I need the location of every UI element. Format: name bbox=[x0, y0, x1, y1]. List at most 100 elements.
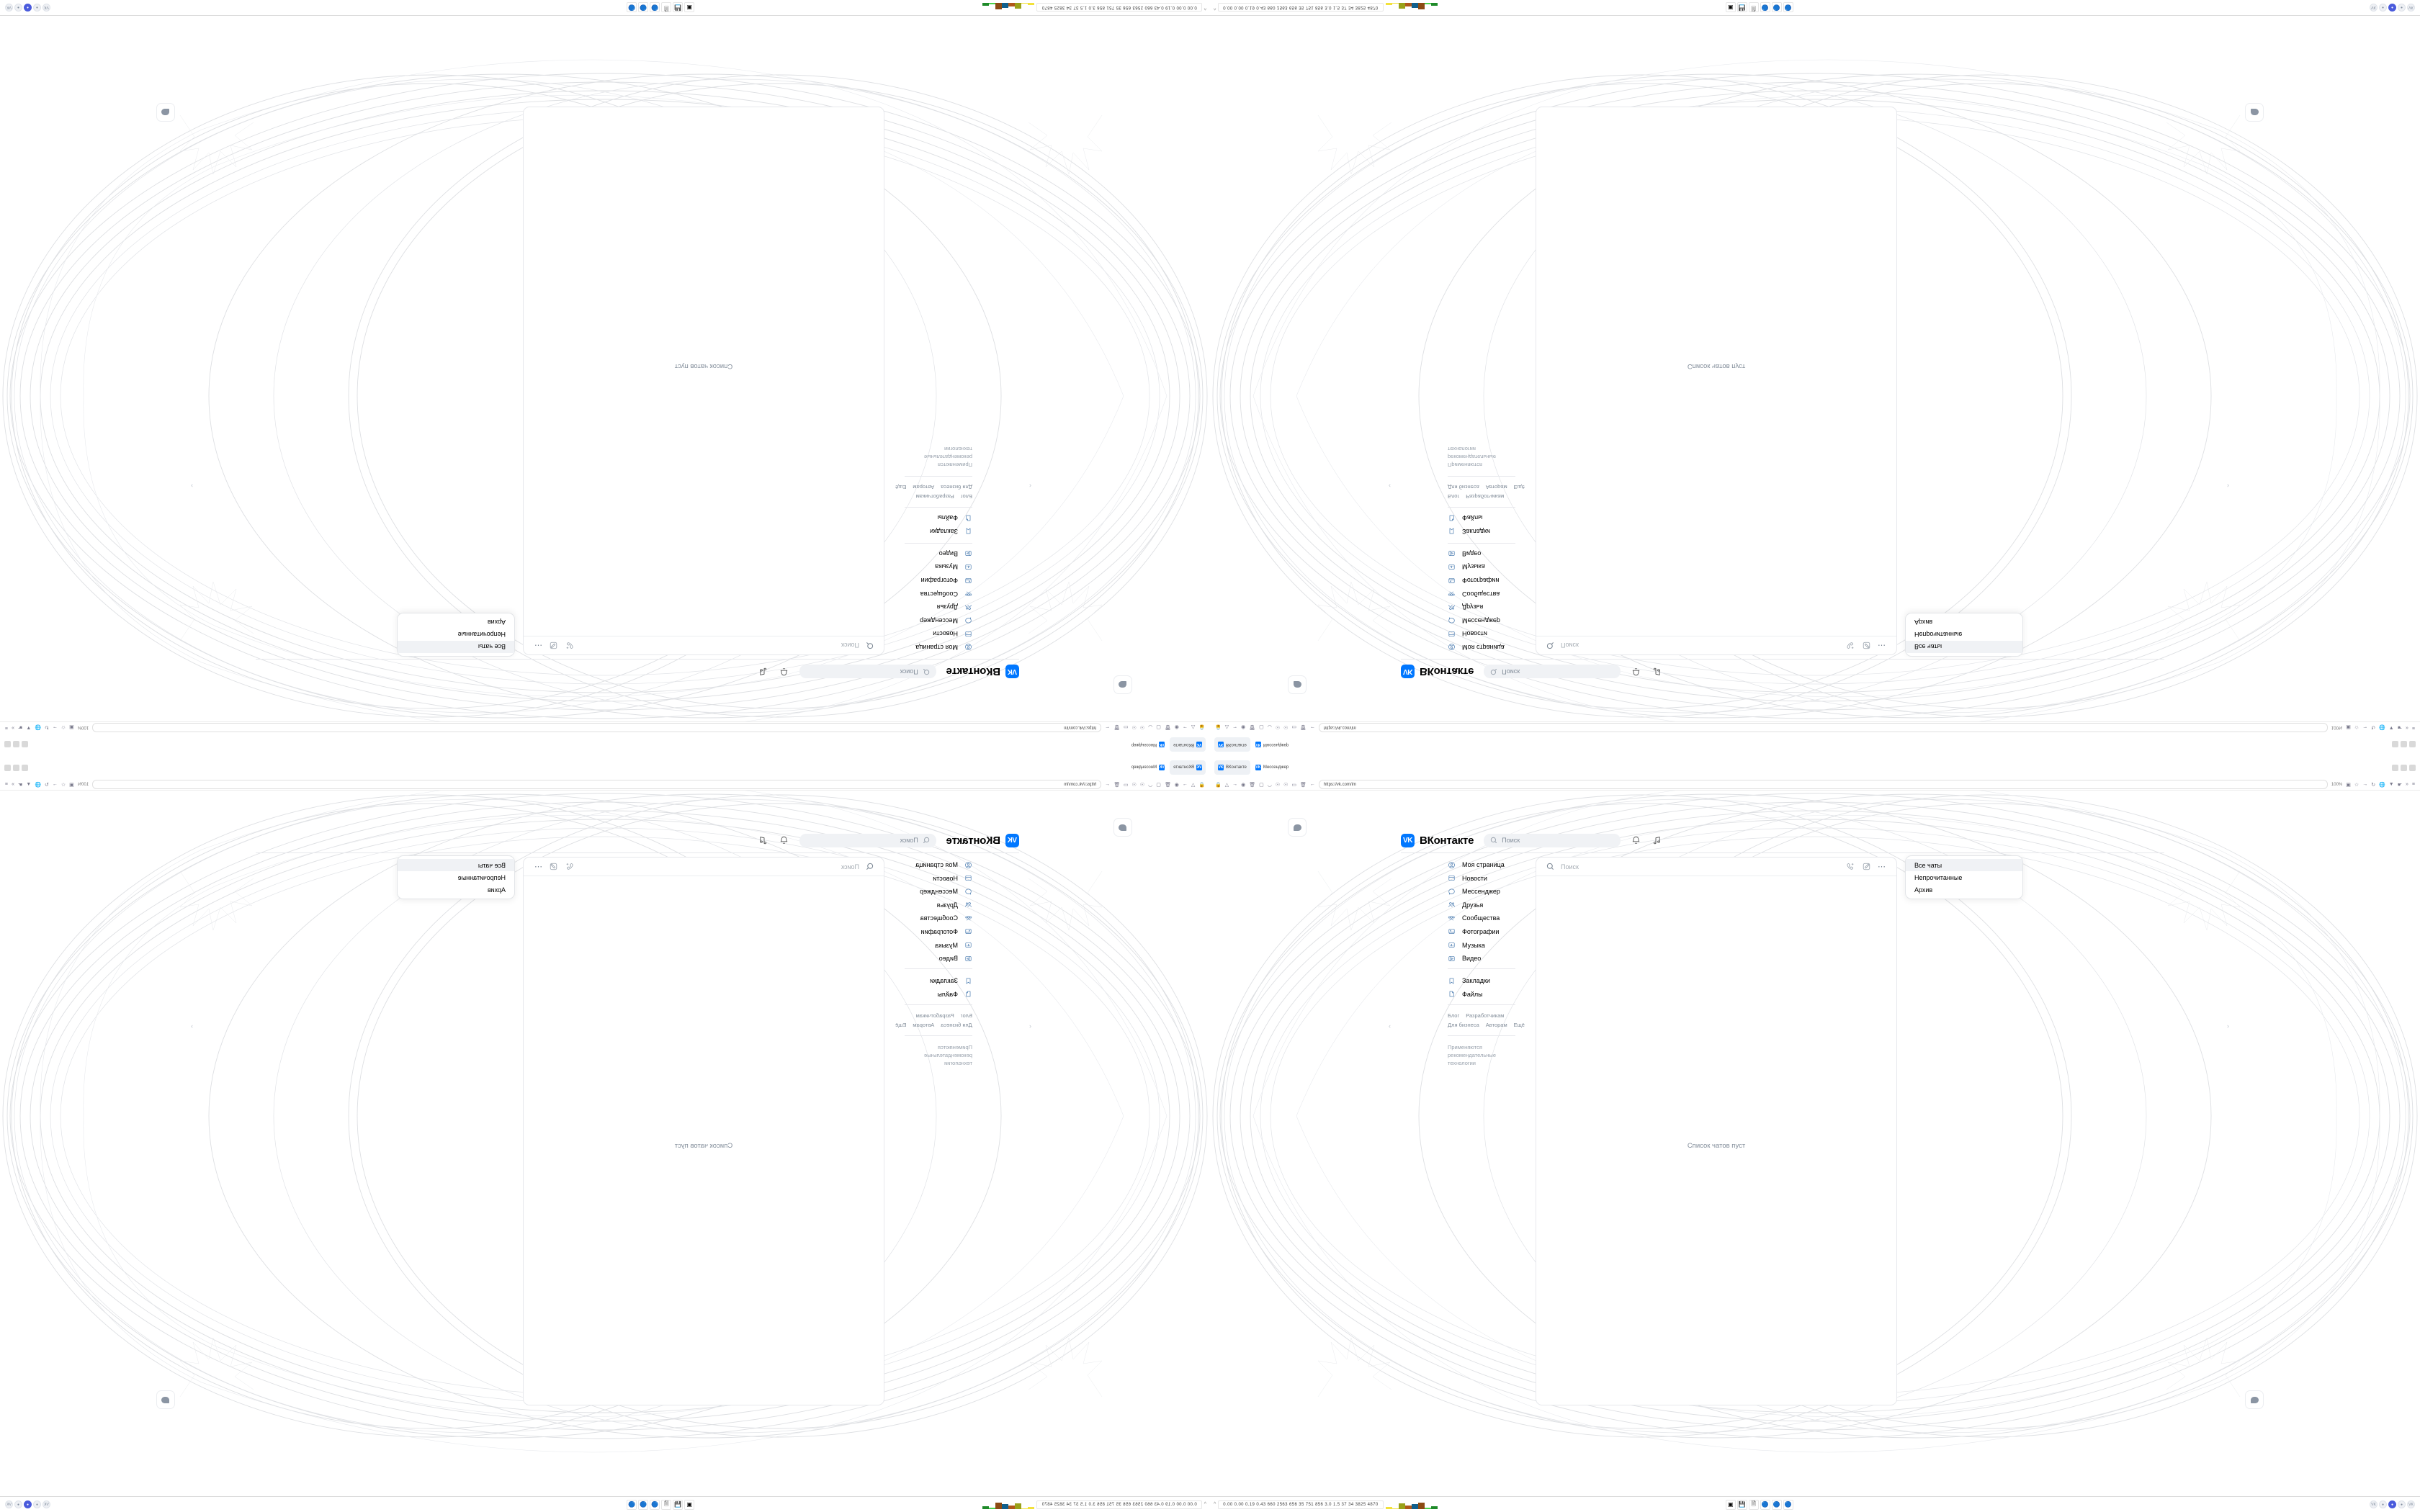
floppy-disk-icon[interactable]: 💾 bbox=[1736, 1499, 1747, 1510]
address-bar[interactable]: https://vk.com/im bbox=[1318, 723, 2328, 732]
sidebar-item-photos[interactable]: Фотографии bbox=[1448, 927, 1525, 937]
footer-link-authors[interactable]: Авторам bbox=[1485, 1022, 1507, 1028]
globe-icon[interactable]: ☉ bbox=[1131, 782, 1137, 788]
globe-icon[interactable]: 🌐 bbox=[2379, 782, 2385, 788]
pager-item-4[interactable]: VK bbox=[5, 1500, 14, 1508]
firefox-icon[interactable]: 🔵 bbox=[627, 1499, 637, 1510]
more-options-icon[interactable]: ⋯ bbox=[1878, 641, 1886, 650]
floating-chat-button-bottom[interactable] bbox=[156, 1390, 175, 1409]
arrow-left-icon[interactable]: ← bbox=[1309, 782, 1315, 787]
browser-tab-1[interactable]: VK Мессенджер bbox=[1128, 737, 1168, 752]
terminal-icon[interactable]: ▣ bbox=[684, 2, 695, 13]
bookmark-icon[interactable]: ◡ bbox=[1148, 724, 1153, 730]
extension-icon[interactable]: ◉ bbox=[1174, 724, 1179, 730]
sidebar-item-music[interactable]: Музыка bbox=[895, 940, 972, 950]
sidebar-item-messenger[interactable]: Мессенджер bbox=[895, 886, 972, 896]
translate-icon[interactable]: ▣ bbox=[2346, 782, 2351, 788]
hand-icon[interactable]: ☛ bbox=[2397, 724, 2402, 730]
pager-item-0[interactable]: VK bbox=[2369, 4, 2378, 12]
pager-item-3[interactable]: ● bbox=[2397, 1500, 2406, 1508]
globe-icon[interactable]: ☉ bbox=[1275, 724, 1281, 730]
pager-item-1[interactable]: ● bbox=[33, 4, 42, 12]
pager-item-0[interactable]: VK bbox=[42, 4, 51, 12]
shield-icon[interactable]: △ bbox=[1224, 724, 1229, 730]
footer-link-business[interactable]: Для бизнеса bbox=[941, 484, 972, 490]
download-icon[interactable]: ▼ bbox=[26, 725, 32, 730]
pager-item-4[interactable]: VK bbox=[2406, 1500, 2415, 1508]
arrow-right-icon[interactable]: → bbox=[1182, 782, 1188, 787]
sidebar-item-my-page[interactable]: Моя страница bbox=[895, 860, 972, 870]
star-icon[interactable]: ☆ bbox=[60, 782, 66, 788]
pager-item-4[interactable]: VK bbox=[5, 4, 14, 12]
firefox-icon[interactable]: 🔵 bbox=[1783, 2, 1793, 13]
pager-item-3[interactable]: ● bbox=[14, 4, 23, 12]
firefox-icon[interactable]: 🔵 bbox=[638, 2, 649, 13]
firefox-icon[interactable]: 🔵 bbox=[1760, 2, 1770, 13]
footer-link-developers[interactable]: Разработчикам bbox=[915, 1012, 954, 1019]
browser-tab-0[interactable]: VK ВКонтакте bbox=[1214, 760, 1250, 775]
bell-icon[interactable] bbox=[1631, 835, 1641, 846]
maximize-button[interactable] bbox=[13, 764, 19, 771]
chevrons-right-icon[interactable]: » bbox=[2406, 725, 2408, 730]
call-add-icon[interactable] bbox=[1846, 862, 1855, 871]
globe-icon[interactable]: 🌐 bbox=[2379, 724, 2385, 730]
address-bar[interactable]: https://vk.com/im bbox=[92, 780, 1102, 789]
compose-icon[interactable] bbox=[1862, 862, 1871, 871]
terminal-icon[interactable]: ▣ bbox=[1725, 2, 1736, 13]
address-bar[interactable]: https://vk.com/im bbox=[92, 723, 1102, 732]
footer-link-more[interactable]: Ещё bbox=[895, 484, 907, 490]
sidebar-item-communities[interactable]: Сообщества bbox=[1448, 589, 1525, 599]
bookmark-icon[interactable]: ◡ bbox=[1267, 724, 1272, 730]
sidebar-item-friends[interactable]: Друзья bbox=[895, 900, 972, 910]
sidebar-item-files[interactable]: Файлы bbox=[1448, 989, 1525, 999]
arrow-right-icon[interactable]: → bbox=[1232, 725, 1238, 730]
pager-item-1[interactable]: ● bbox=[33, 1500, 42, 1508]
floating-chat-button-top[interactable] bbox=[1288, 675, 1307, 694]
arrow-right-icon[interactable]: → bbox=[52, 782, 58, 787]
menu-item-unread[interactable]: Непрочитанные bbox=[1906, 629, 2022, 641]
minimize-button[interactable] bbox=[22, 764, 28, 771]
vk-logo[interactable]: VK ВКонтакте bbox=[1401, 665, 1474, 679]
pager-item-2[interactable]: ● bbox=[24, 4, 32, 12]
minimize-button[interactable] bbox=[2392, 741, 2398, 748]
browser-tab-1[interactable]: VK Мессенджер bbox=[1252, 760, 1292, 775]
sidebar-item-bookmarks[interactable]: Закладки bbox=[895, 976, 972, 986]
arrow-left-icon[interactable]: ← bbox=[1105, 725, 1111, 730]
browser-tab-1[interactable]: VK Мессенджер bbox=[1252, 737, 1292, 752]
sidebar-item-photos[interactable]: Фотографии bbox=[895, 575, 972, 585]
sidebar-item-communities[interactable]: Сообщества bbox=[895, 913, 972, 923]
menu-item-unread[interactable]: Непрочитанные bbox=[398, 871, 514, 883]
pager-item-2[interactable]: ● bbox=[24, 1500, 32, 1508]
translate-icon[interactable]: ▣ bbox=[2346, 724, 2351, 730]
more-options-icon[interactable]: ⋯ bbox=[534, 862, 542, 871]
pager-item-2[interactable]: ● bbox=[2388, 1500, 2396, 1508]
globe-icon[interactable]: ☉ bbox=[1275, 782, 1281, 788]
translate-icon[interactable]: ▣ bbox=[69, 782, 74, 788]
call-add-icon[interactable] bbox=[1846, 641, 1855, 650]
firefox-icon[interactable]: 🔵 bbox=[650, 2, 660, 13]
more-options-icon[interactable]: ⋯ bbox=[534, 641, 542, 650]
vk-logo[interactable]: VK ВКонтакте bbox=[946, 833, 1019, 847]
footer-link-business[interactable]: Для бизнеса bbox=[1448, 1022, 1479, 1028]
footer-link-more[interactable]: Ещё bbox=[1513, 1022, 1525, 1028]
menu-item-archive[interactable]: Архив bbox=[398, 616, 514, 629]
footer-link-developers[interactable]: Разработчикам bbox=[915, 493, 954, 500]
trash-icon[interactable]: 🗑 bbox=[1249, 782, 1256, 788]
maximize-button[interactable] bbox=[13, 741, 19, 748]
chevrons-right-icon[interactable]: » bbox=[12, 725, 14, 730]
close-button[interactable] bbox=[2409, 764, 2416, 771]
extension-icon[interactable]: ◉ bbox=[1174, 782, 1179, 788]
arrow-right-icon[interactable]: → bbox=[52, 725, 58, 730]
close-button[interactable] bbox=[2409, 741, 2416, 748]
bell-icon[interactable] bbox=[1631, 667, 1641, 678]
folder-icon[interactable]: ▭ bbox=[1291, 782, 1297, 788]
globe-icon[interactable]: 🌐 bbox=[35, 782, 41, 788]
vk-logo[interactable]: VK ВКонтакте bbox=[1401, 833, 1474, 847]
floating-chat-button-bottom[interactable] bbox=[2245, 103, 2264, 122]
hand-icon[interactable]: ☛ bbox=[2397, 782, 2402, 788]
reload-icon[interactable]: ↻ bbox=[2371, 724, 2376, 730]
trash-icon[interactable]: 🗑 bbox=[1300, 782, 1307, 788]
floating-chat-button-top[interactable] bbox=[1113, 675, 1132, 694]
call-add-icon[interactable] bbox=[565, 641, 574, 650]
panel-icon[interactable]: ▢ bbox=[1156, 724, 1161, 730]
